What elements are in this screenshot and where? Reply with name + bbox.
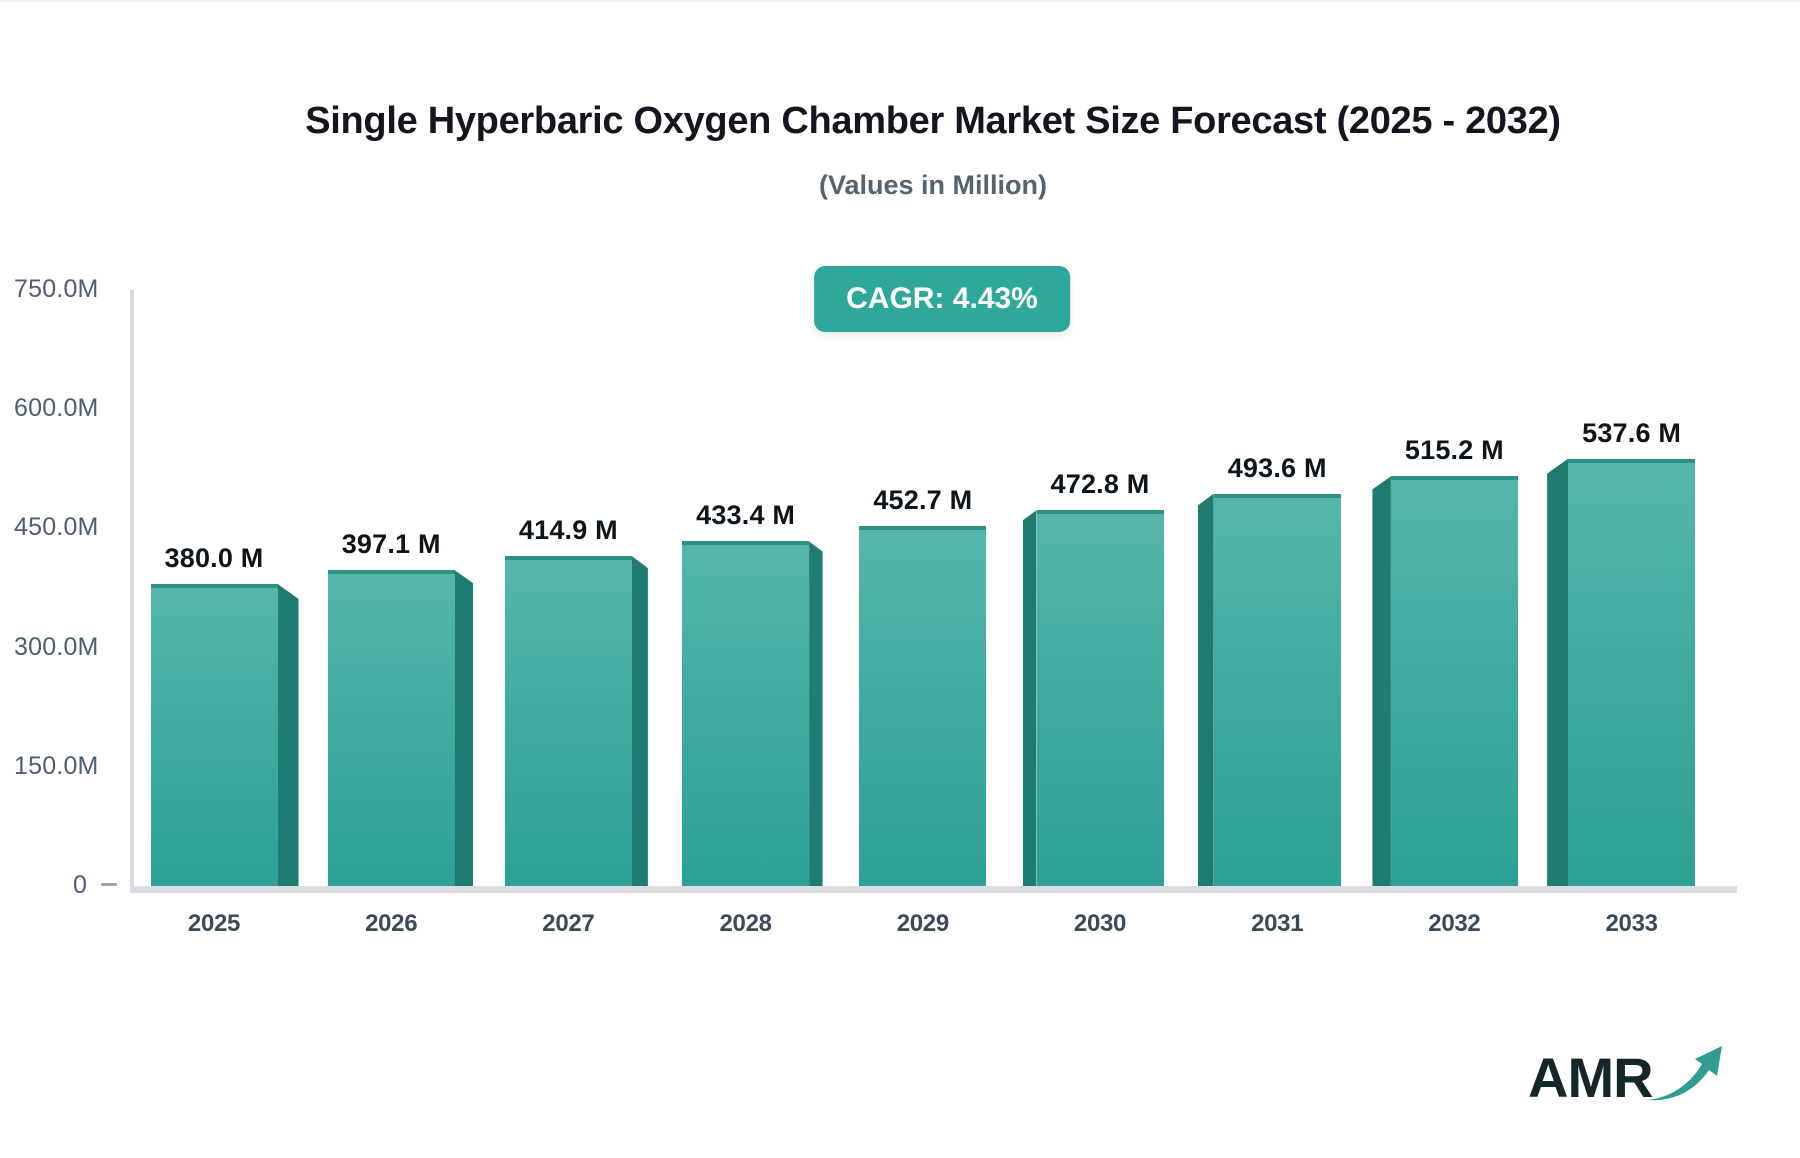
bar-value-label: 537.6 M: [1582, 417, 1682, 448]
amr-logo: AMR: [1528, 1034, 1738, 1120]
chart-title: Single Hyperbaric Oxygen Chamber Market …: [305, 100, 1561, 142]
y-axis-line: [130, 290, 134, 893]
bar-value-label: 493.6 M: [1227, 452, 1327, 483]
x-tick-label: 2026: [365, 910, 418, 937]
bar-side-face: [1372, 476, 1391, 886]
y-tick-label: 0: [73, 871, 88, 899]
amr-logo-text: AMR: [1528, 1045, 1654, 1109]
x-tick-label: 2031: [1251, 910, 1304, 937]
bar-value-label: 397.1 M: [341, 529, 441, 560]
x-tick-label: 2032: [1428, 910, 1481, 937]
bar-top-edge: [859, 526, 987, 531]
bar: [1036, 510, 1164, 886]
zero-tick-dash: [101, 883, 117, 886]
bar-value-label: 472.8 M: [1050, 469, 1150, 500]
chart-subtitle: (Values in Million): [818, 170, 1048, 200]
x-tick-label: 2033: [1605, 910, 1658, 937]
y-tick-label: 300.0M: [14, 632, 99, 661]
bar-side-face: [277, 583, 299, 886]
x-tick-label: 2028: [719, 910, 772, 937]
bar: [1568, 458, 1696, 886]
y-tick-label: 150.0M: [14, 751, 99, 780]
bar-side-face: [1023, 510, 1037, 886]
x-axis-line: [130, 886, 1737, 893]
x-tick-label: 2030: [1073, 910, 1127, 937]
bar-side-face: [1197, 493, 1214, 886]
x-tick-label: 2027: [542, 910, 595, 937]
logo-arrow-icon: [1646, 1046, 1722, 1101]
bar-top-edge: [1213, 493, 1341, 498]
bar-value-label: 414.9 M: [518, 515, 618, 546]
bar-side-face: [454, 570, 474, 886]
y-tick-label: 750.0M: [14, 274, 99, 303]
bar-side-face: [1547, 458, 1569, 886]
bar: [327, 570, 455, 886]
bar-side-face: [631, 556, 648, 886]
bar: [859, 526, 987, 886]
bar: [150, 583, 278, 886]
bar-value-label: 452.7 M: [873, 485, 973, 516]
bar: [1390, 476, 1518, 886]
bar-value-label: 380.0 M: [164, 542, 264, 573]
bar: [504, 556, 632, 886]
bar-top-edge: [150, 583, 278, 588]
x-tick-label: 2029: [896, 910, 950, 937]
y-tick-label: 450.0M: [14, 513, 99, 542]
bar-side-face: [809, 541, 823, 886]
bar: [682, 541, 810, 886]
bar-value-label: 433.4 M: [696, 500, 796, 531]
bar-top-edge: [1568, 458, 1696, 463]
x-tick-label: 2025: [187, 910, 241, 937]
bar-top-edge: [1036, 510, 1164, 515]
bar-top-edge: [504, 556, 632, 561]
cagr-badge: CAGR: 4.43%: [814, 266, 1070, 332]
bar-top-edge: [682, 541, 810, 546]
bar: [1213, 493, 1341, 886]
bar-top-edge: [327, 570, 455, 575]
bar-top-edge: [1390, 476, 1518, 481]
bar-value-label: 515.2 M: [1404, 435, 1504, 466]
y-tick-label: 600.0M: [14, 394, 99, 422]
